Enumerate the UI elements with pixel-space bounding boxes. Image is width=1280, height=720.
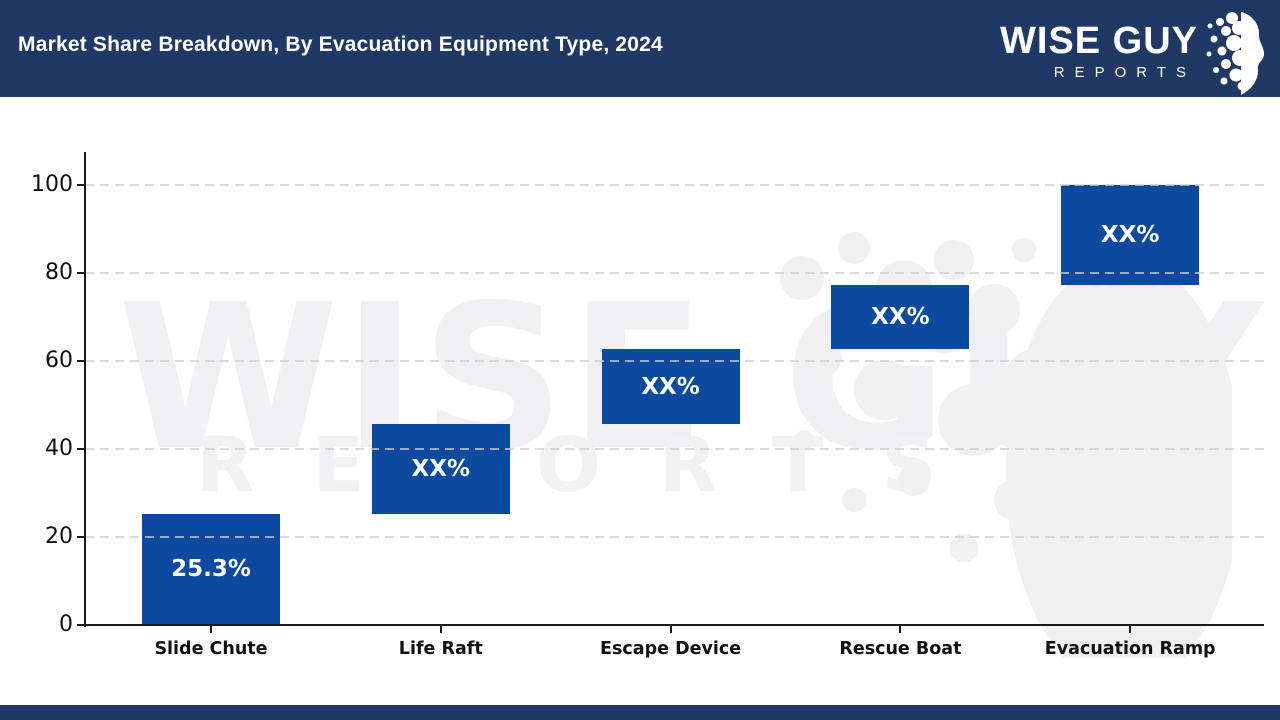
x-tick-label: Rescue Boat (839, 639, 962, 659)
bar-value-label: XX% (641, 373, 700, 400)
brand-subtitle: REPORTS (1053, 64, 1196, 81)
x-axis-tick (210, 625, 212, 633)
bar-value-label: XX% (871, 304, 930, 330)
gridline (85, 272, 1264, 274)
y-axis-tick (77, 272, 85, 274)
y-axis-tick (77, 624, 85, 626)
bar-slide-chute (142, 513, 280, 625)
bar-life-raft (371, 424, 510, 514)
y-axis-tick (77, 184, 85, 186)
x-tick-label: Evacuation Ramp (1044, 639, 1216, 659)
brand-logo: WISE GUY REPORTS (1000, 6, 1270, 95)
chart-title: Market Share Breakdown, By Evacuation Eq… (18, 33, 663, 56)
watermark-text-line2: REPORTS (196, 420, 995, 509)
y-tick-label: 80 (45, 260, 73, 285)
gridline (85, 360, 1264, 362)
bar-value-label: XX% (411, 456, 471, 483)
x-axis (84, 624, 1264, 626)
y-tick-label: 60 (45, 348, 73, 373)
x-tick-label: Slide Chute (154, 639, 268, 659)
gridline (85, 536, 1264, 538)
header-bar: Market Share Breakdown, By Evacuation Eq… (0, 0, 1280, 97)
x-axis-tick (669, 625, 672, 633)
footer-bar (0, 705, 1280, 720)
x-axis-tick (1129, 625, 1132, 633)
brand-head-icon (1206, 12, 1265, 95)
bar-value-label: XX% (1100, 222, 1160, 249)
x-axis-tick (899, 625, 902, 633)
x-tick-label: Escape Device (600, 639, 742, 659)
y-tick-label: 0 (59, 612, 73, 637)
y-tick-label: 100 (31, 172, 73, 197)
bar-evacuation-ramp (1061, 185, 1200, 286)
bar-rescue-boat (831, 285, 970, 349)
gridline (85, 448, 1264, 450)
y-axis-tick (77, 360, 85, 362)
y-axis-tick (77, 536, 85, 538)
bar-value-label: 25.3% (171, 556, 251, 583)
x-axis-tick (439, 625, 442, 633)
brand-name: WISE GUY (999, 20, 1198, 62)
x-tick-label: Life Raft (398, 639, 483, 659)
y-tick-label: 20 (45, 524, 73, 549)
gridline (85, 184, 1264, 186)
y-axis (84, 152, 86, 627)
y-tick-label: 40 (45, 436, 73, 461)
y-axis-tick (77, 448, 85, 450)
